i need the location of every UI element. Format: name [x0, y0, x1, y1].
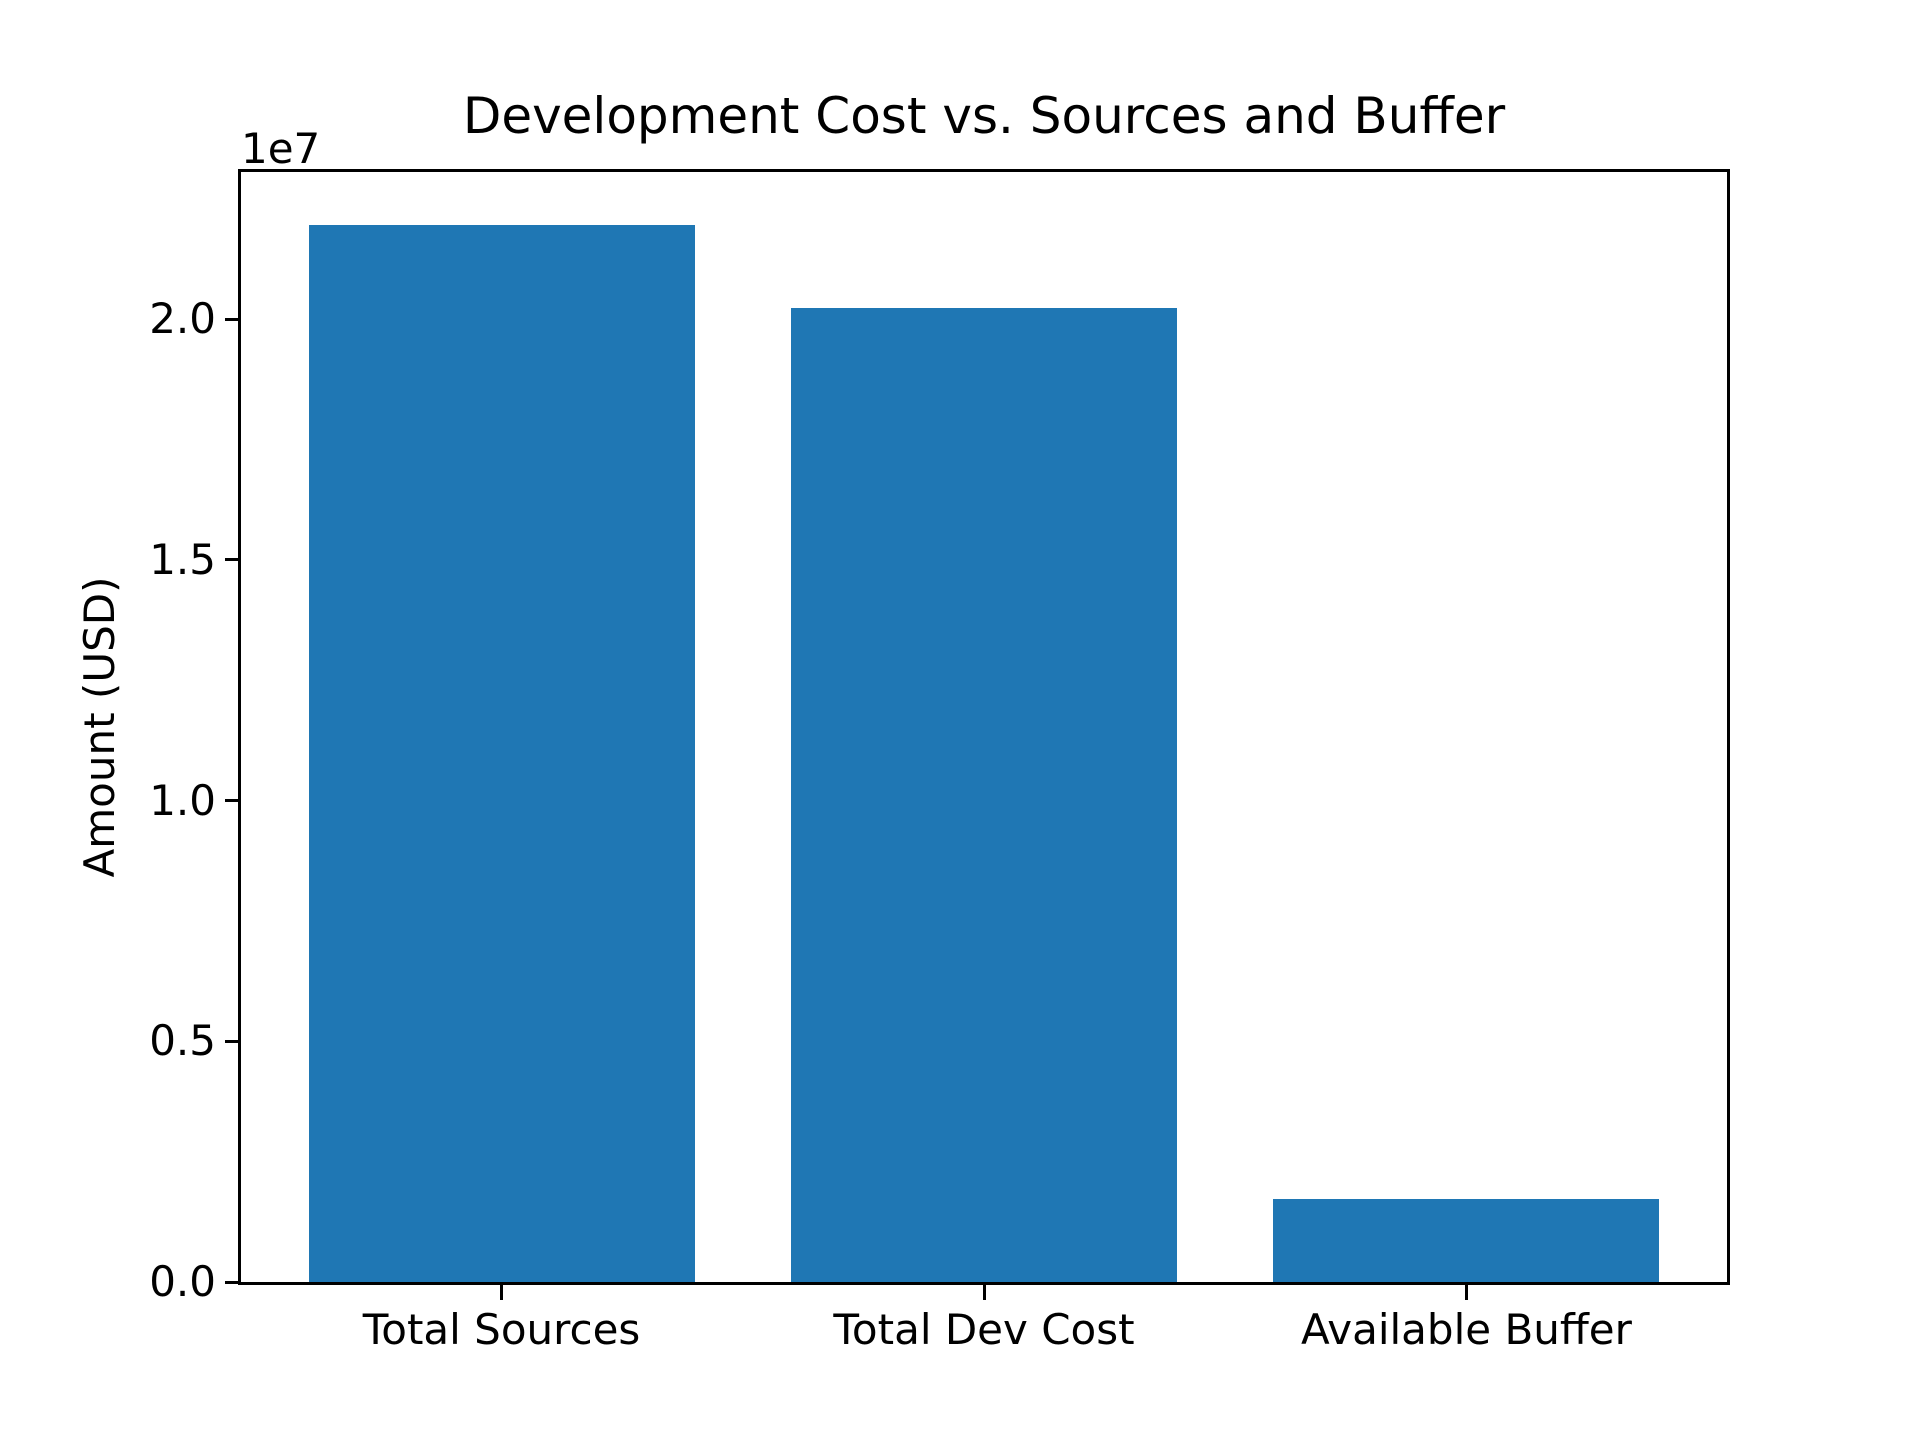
y-tick-label: 0.5	[149, 1016, 216, 1066]
y-tick-mark	[225, 317, 241, 321]
x-tick-label: Available Buffer	[1300, 1305, 1632, 1354]
y-tick-mark	[225, 799, 241, 803]
y-tick-label: 1.0	[149, 775, 216, 825]
x-tick-mark	[1464, 1285, 1468, 1300]
y-axis-label: Amount (USD)	[75, 576, 124, 878]
y-tick-label: 0.0	[149, 1257, 216, 1306]
bar-available-buffer	[1273, 1199, 1660, 1282]
y-axis-offset-label: 1e7	[241, 124, 321, 173]
y-tick-mark	[225, 1039, 241, 1043]
bar-total-sources	[308, 225, 695, 1282]
bar-total-dev-cost	[791, 308, 1177, 1282]
x-tick-mark	[982, 1285, 986, 1300]
y-tick-mark	[225, 1280, 241, 1284]
x-tick-mark	[500, 1285, 504, 1300]
y-tick-label: 1.5	[149, 534, 216, 584]
x-tick-label: Total Sources	[362, 1305, 641, 1354]
x-tick-label: Total Dev Cost	[833, 1305, 1135, 1354]
chart-title: Development Cost vs. Sources and Buffer	[462, 87, 1506, 145]
y-tick-label: 2.0	[149, 294, 216, 344]
y-tick-mark	[225, 558, 241, 562]
